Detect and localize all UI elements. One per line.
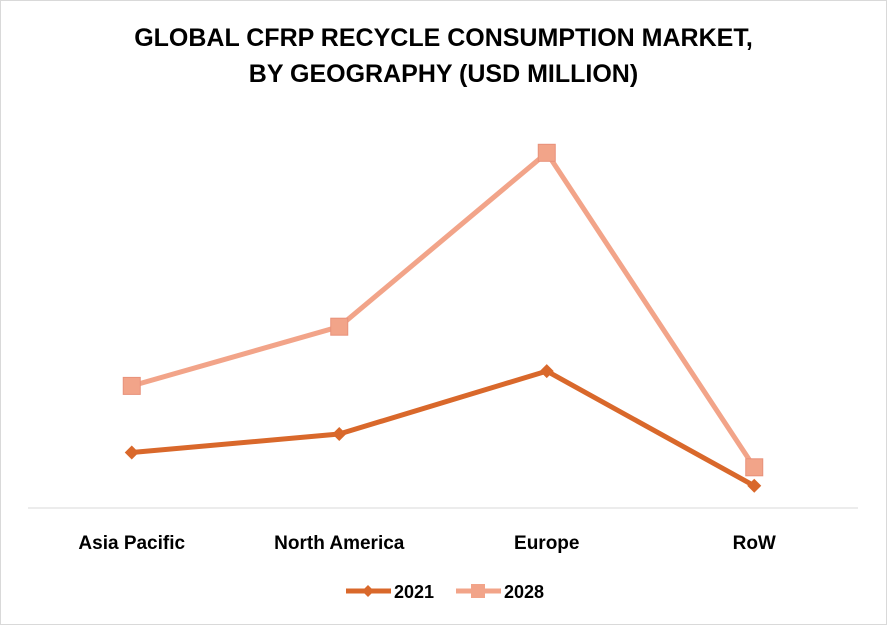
series-line-2021 — [129, 368, 757, 489]
data-point-2021 — [332, 427, 347, 441]
legend-label-2021: 2021 — [394, 582, 434, 602]
x-tick-label: Europe — [514, 533, 579, 554]
legend-marker-2021 — [362, 585, 374, 597]
legend-marker-2028 — [471, 584, 485, 598]
data-point-2028 — [537, 143, 556, 162]
data-point-2021 — [747, 478, 762, 493]
x-tick-label: RoW — [733, 533, 776, 554]
x-tick-label: North America — [274, 533, 405, 554]
data-point-2021 — [539, 364, 554, 379]
x-tick-label: Asia Pacific — [78, 533, 185, 554]
legend-label-2028: 2028 — [504, 582, 544, 602]
data-point-2028 — [330, 317, 349, 336]
data-point-2021 — [124, 445, 139, 460]
series-line-2028 — [129, 150, 757, 470]
chart-title: GLOBAL CFRP RECYCLE CONSUMPTION MARKET, … — [0, 20, 887, 92]
chart-title-line-1: GLOBAL CFRP RECYCLE CONSUMPTION MARKET, — [134, 24, 753, 52]
chart-title-line-2: BY GEOGRAPHY (USD MILLION) — [248, 60, 639, 88]
data-point-2028 — [745, 458, 764, 477]
data-point-2028 — [122, 376, 141, 395]
